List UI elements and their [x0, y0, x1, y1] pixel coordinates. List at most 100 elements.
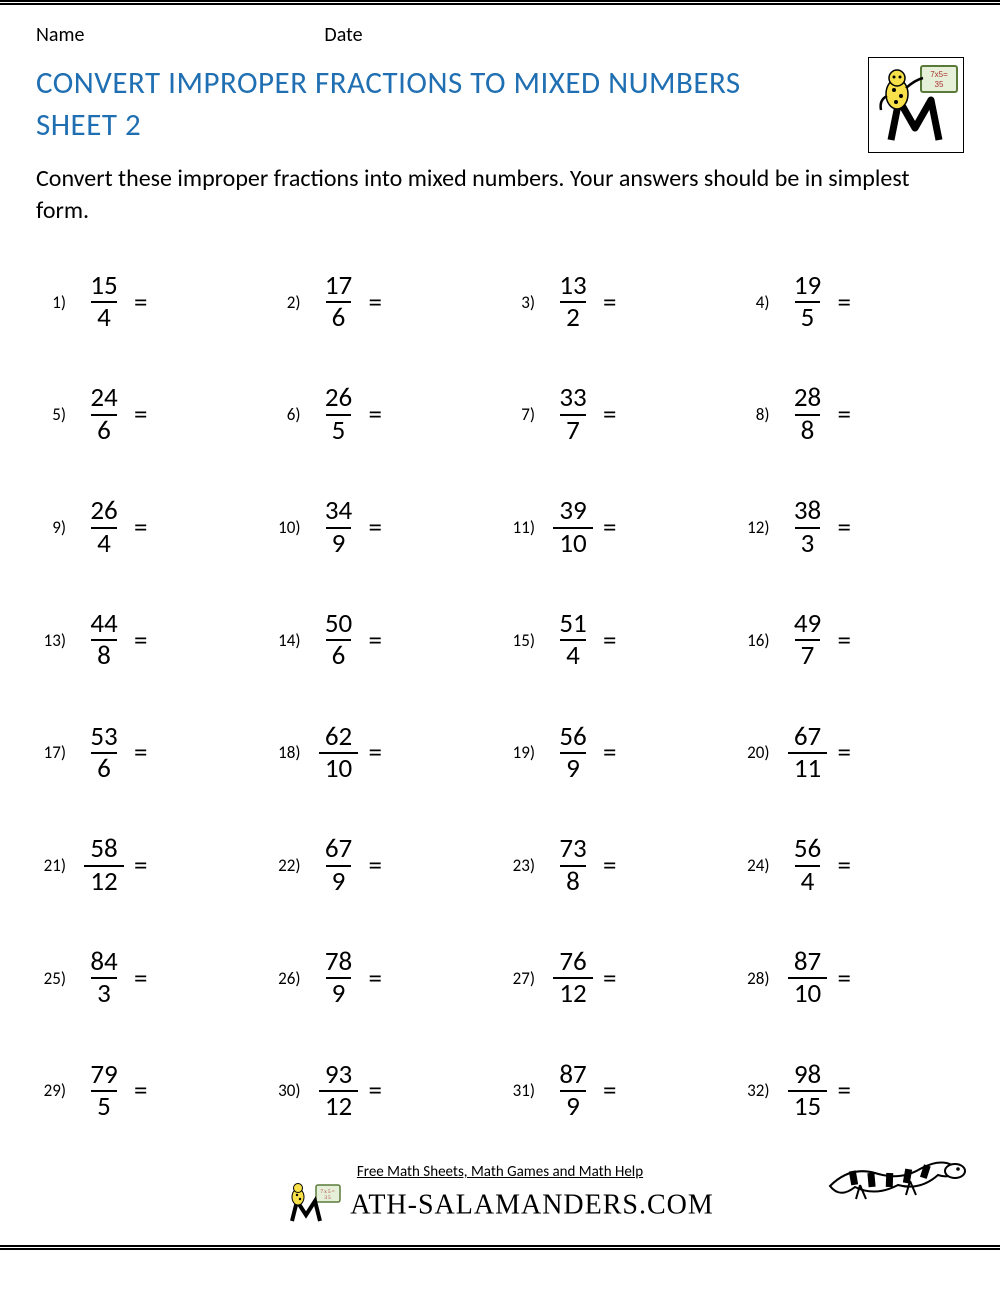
equals-sign: = [369, 736, 382, 769]
equals-sign: = [603, 849, 616, 882]
problem-number: 29) [36, 1080, 70, 1101]
numerator: 50 [319, 610, 358, 639]
fraction: 383 [786, 497, 830, 558]
equals-sign: = [603, 624, 616, 657]
title-line1: CONVERT IMPROPER FRACTIONS TO MIXED NUMB… [36, 64, 741, 102]
meta-row: Name Date [36, 23, 964, 47]
problem-number: 16) [740, 630, 774, 651]
worksheet-page: Name Date CONVERT IMPROPER FRACTIONS TO … [0, 5, 1000, 1245]
equals-sign: = [134, 849, 147, 882]
denominator: 6 [91, 414, 117, 445]
equals-sign: = [838, 624, 851, 657]
fraction: 265 [317, 384, 361, 445]
denominator: 9 [326, 977, 352, 1008]
numerator: 56 [788, 835, 827, 864]
problem: 28)8710= [740, 948, 965, 1009]
problem-number: 6) [271, 404, 305, 425]
problem-number: 3) [505, 292, 539, 313]
problem: 16)497= [740, 610, 965, 671]
problem-number: 12) [740, 517, 774, 538]
equals-sign: = [134, 624, 147, 657]
fraction: 264 [82, 497, 126, 558]
fraction: 5812 [82, 835, 126, 896]
numerator: 56 [553, 723, 592, 752]
fraction: 288 [786, 384, 830, 445]
numerator: 13 [553, 272, 592, 301]
denominator: 6 [326, 639, 352, 670]
equals-sign: = [369, 511, 382, 544]
problem: 31)879= [505, 1061, 730, 1122]
problem-number: 20) [740, 742, 774, 763]
problem: 5)246= [36, 384, 261, 445]
fraction: 337 [551, 384, 595, 445]
equals-sign: = [603, 511, 616, 544]
problem-number: 5) [36, 404, 70, 425]
svg-text:35: 35 [324, 1195, 332, 1201]
numerator: 76 [553, 948, 592, 977]
numerator: 93 [319, 1061, 358, 1090]
name-label: Name [36, 23, 84, 47]
problem: 25)843= [36, 948, 261, 1009]
denominator: 9 [560, 752, 586, 783]
fraction: 6210 [317, 723, 361, 784]
problem: 26)789= [271, 948, 496, 1009]
numerator: 19 [788, 272, 827, 301]
problem-number: 10) [271, 517, 305, 538]
denominator: 15 [788, 1090, 827, 1121]
equals-sign: = [369, 1074, 382, 1107]
fraction: 679 [317, 835, 361, 896]
denominator: 8 [560, 865, 586, 896]
denominator: 6 [91, 752, 117, 783]
numerator: 87 [788, 948, 827, 977]
footer-brand-text: ATH-SALAMANDERS.COM [350, 1189, 714, 1220]
problem-number: 18) [271, 742, 305, 763]
denominator: 10 [319, 752, 358, 783]
problem-number: 11) [505, 517, 539, 538]
fraction: 9312 [317, 1061, 361, 1122]
problem: 11)3910= [505, 497, 730, 558]
denominator: 8 [795, 414, 821, 445]
problem: 22)679= [271, 835, 496, 896]
problem: 18)6210= [271, 723, 496, 784]
problem-number: 24) [740, 855, 774, 876]
problem: 19)569= [505, 723, 730, 784]
problem: 32)9815= [740, 1061, 965, 1122]
fraction: 132 [551, 272, 595, 333]
fraction: 795 [82, 1061, 126, 1122]
fraction: 8710 [786, 948, 830, 1009]
problem-number: 13) [36, 630, 70, 651]
denominator: 5 [326, 414, 352, 445]
problem-number: 23) [505, 855, 539, 876]
denominator: 7 [560, 414, 586, 445]
problem: 4)195= [740, 272, 965, 333]
problem-number: 4) [740, 292, 774, 313]
numerator: 98 [788, 1061, 827, 1090]
fraction: 7612 [551, 948, 595, 1009]
equals-sign: = [369, 849, 382, 882]
equals-sign: = [134, 286, 147, 319]
problem-number: 1) [36, 292, 70, 313]
equals-sign: = [134, 736, 147, 769]
denominator: 5 [91, 1090, 117, 1121]
fraction: 6711 [786, 723, 830, 784]
equals-sign: = [603, 736, 616, 769]
problem-number: 14) [271, 630, 305, 651]
numerator: 44 [84, 610, 123, 639]
date-label: Date [324, 23, 362, 47]
equals-sign: = [838, 736, 851, 769]
equals-sign: = [838, 1074, 851, 1107]
problem: 30)9312= [271, 1061, 496, 1122]
problem: 21)5812= [36, 835, 261, 896]
equals-sign: = [838, 511, 851, 544]
fraction: 349 [317, 497, 361, 558]
equals-sign: = [603, 286, 616, 319]
denominator: 9 [326, 865, 352, 896]
numerator: 26 [319, 384, 358, 413]
problem-number: 8) [740, 404, 774, 425]
denominator: 4 [91, 301, 117, 332]
problem-number: 9) [36, 517, 70, 538]
numerator: 62 [319, 723, 358, 752]
brand-logo: 7x5= 35 [868, 57, 964, 153]
denominator: 8 [91, 639, 117, 670]
problem-number: 7) [505, 404, 539, 425]
